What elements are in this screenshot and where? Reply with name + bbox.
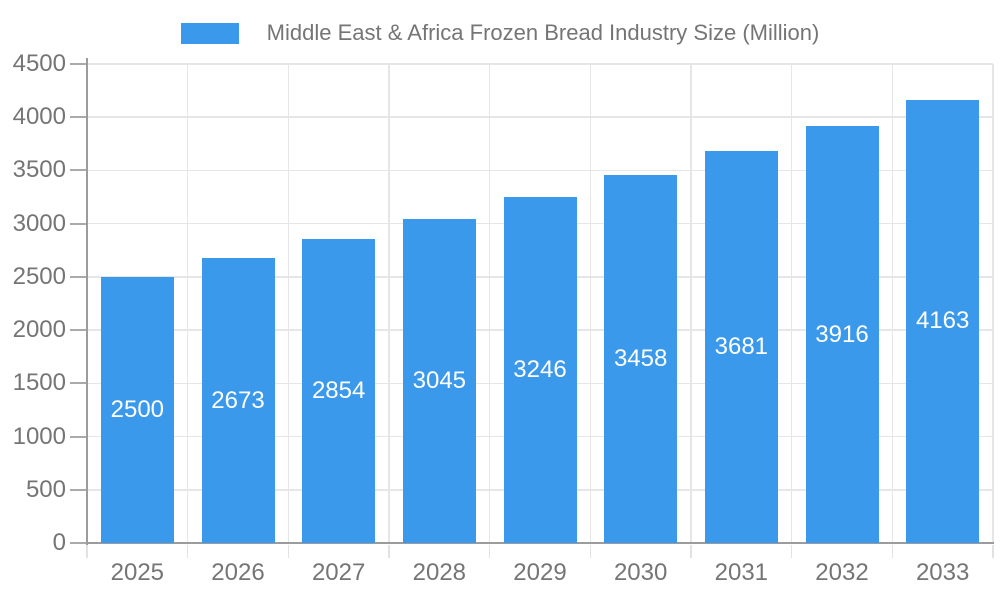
y-axis-tick	[70, 222, 87, 225]
y-tick-label: 1500	[12, 369, 66, 397]
x-axis-line	[86, 542, 994, 544]
grid-line-vertical	[690, 64, 692, 543]
grid-line-horizontal	[87, 169, 993, 172]
chart-legend[interactable]: Middle East & Africa Frozen Bread Indust…	[0, 22, 1000, 44]
y-tick-label: 2000	[12, 316, 66, 344]
y-tick-label: 0	[52, 529, 66, 556]
bar[interactable]	[604, 174, 678, 543]
x-tick-label: 2032	[815, 559, 869, 586]
y-axis-tick	[70, 382, 87, 385]
grid-line-vertical	[388, 64, 390, 543]
y-axis-tick	[70, 116, 87, 119]
y-axis-tick	[70, 329, 87, 332]
y-axis-tick	[70, 542, 87, 544]
x-tick-label: 2033	[915, 559, 970, 586]
x-axis-tick	[589, 545, 592, 558]
legend-swatch	[180, 22, 239, 44]
grid-line-vertical	[488, 64, 491, 543]
bar[interactable]	[302, 239, 376, 543]
y-axis-tick	[70, 488, 87, 491]
x-axis-tick	[690, 545, 692, 558]
y-tick-label: 500	[25, 475, 66, 503]
bar-value-label: 2500	[110, 395, 165, 423]
bar[interactable]	[704, 151, 778, 543]
x-axis-tick	[790, 545, 793, 558]
bar-value-label: 2854	[311, 377, 366, 405]
grid-line-horizontal	[87, 116, 993, 118]
chart-title: Middle East & Africa Frozen Bread Indust…	[266, 20, 820, 45]
bar[interactable]	[402, 218, 476, 543]
bar-value-label: 4163	[915, 307, 970, 335]
bar-value-label: 2673	[211, 386, 265, 414]
y-tick-label: 2500	[12, 262, 66, 290]
x-tick-label: 2030	[613, 559, 668, 586]
bar-value-label: 3246	[513, 356, 567, 384]
bar-value-label: 3458	[613, 344, 668, 372]
y-axis-tick	[70, 435, 87, 438]
bar[interactable]	[503, 197, 577, 543]
y-tick-label: 3500	[12, 156, 66, 184]
y-axis-tick	[70, 169, 87, 172]
x-tick-label: 2031	[714, 559, 769, 586]
x-tick-label: 2027	[311, 559, 366, 586]
bar[interactable]	[805, 126, 879, 543]
x-axis-tick	[891, 545, 894, 558]
x-axis-tick	[287, 545, 290, 558]
x-axis-tick	[186, 545, 189, 558]
x-tick-label: 2025	[110, 559, 165, 586]
x-axis-tick	[488, 545, 491, 558]
grid-line-vertical	[186, 64, 189, 543]
grid-line-horizontal	[87, 63, 993, 65]
x-tick-label: 2026	[211, 559, 265, 586]
x-tick-label: 2029	[513, 559, 567, 586]
bar[interactable]	[906, 99, 980, 543]
grid-line-vertical	[992, 64, 994, 543]
grid-line-vertical	[589, 64, 592, 543]
grid-line-vertical	[287, 64, 290, 543]
y-axis-line	[86, 58, 88, 545]
grid-line-vertical	[790, 64, 793, 543]
bar-value-label: 3681	[714, 333, 769, 361]
y-axis-tick	[70, 275, 87, 278]
bar-value-label: 3045	[412, 366, 467, 394]
x-axis-tick	[992, 545, 994, 558]
x-axis-tick	[388, 545, 390, 558]
y-tick-label: 4000	[12, 103, 66, 131]
bar[interactable]	[201, 258, 275, 543]
bar-value-label: 3916	[815, 320, 869, 348]
x-tick-label: 2028	[412, 559, 467, 586]
y-tick-label: 3000	[12, 209, 66, 237]
y-tick-label: 4500	[12, 50, 66, 77]
x-axis-tick	[86, 545, 88, 558]
bar[interactable]	[100, 276, 174, 543]
y-axis-tick	[70, 63, 87, 65]
y-tick-label: 1000	[12, 422, 66, 450]
grid-line-vertical	[891, 64, 894, 543]
